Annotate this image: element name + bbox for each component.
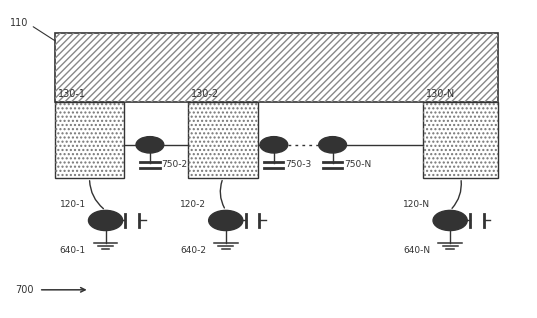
Text: 120-2: 120-2 (180, 200, 206, 209)
Text: 130-1: 130-1 (57, 89, 85, 99)
Bar (423, 102, 498, 178)
Text: 130-N: 130-N (426, 89, 455, 99)
Circle shape (260, 137, 288, 153)
Text: 120-N: 120-N (403, 200, 430, 209)
Circle shape (319, 137, 346, 153)
Text: 640-1: 640-1 (60, 246, 86, 255)
Text: 120-1: 120-1 (60, 200, 86, 209)
Bar (423, 102, 498, 178)
Text: 640-N: 640-N (403, 246, 430, 255)
Bar (188, 102, 258, 178)
Bar (55, 102, 124, 178)
Text: 700: 700 (15, 285, 33, 295)
FancyArrowPatch shape (220, 181, 224, 208)
FancyArrowPatch shape (452, 181, 461, 208)
Bar (55, 33, 498, 102)
Bar (188, 102, 258, 178)
FancyArrowPatch shape (90, 181, 104, 209)
Circle shape (89, 211, 122, 231)
Bar (55, 102, 124, 178)
Circle shape (209, 211, 243, 231)
Circle shape (433, 211, 467, 231)
Circle shape (136, 137, 164, 153)
Text: 110: 110 (10, 18, 55, 41)
Text: 750-3: 750-3 (286, 160, 312, 169)
Bar (55, 33, 498, 102)
Text: 750-2: 750-2 (162, 160, 188, 169)
Text: 130-2: 130-2 (191, 89, 219, 99)
Text: 750-N: 750-N (344, 160, 372, 169)
Text: 640-2: 640-2 (180, 246, 206, 255)
